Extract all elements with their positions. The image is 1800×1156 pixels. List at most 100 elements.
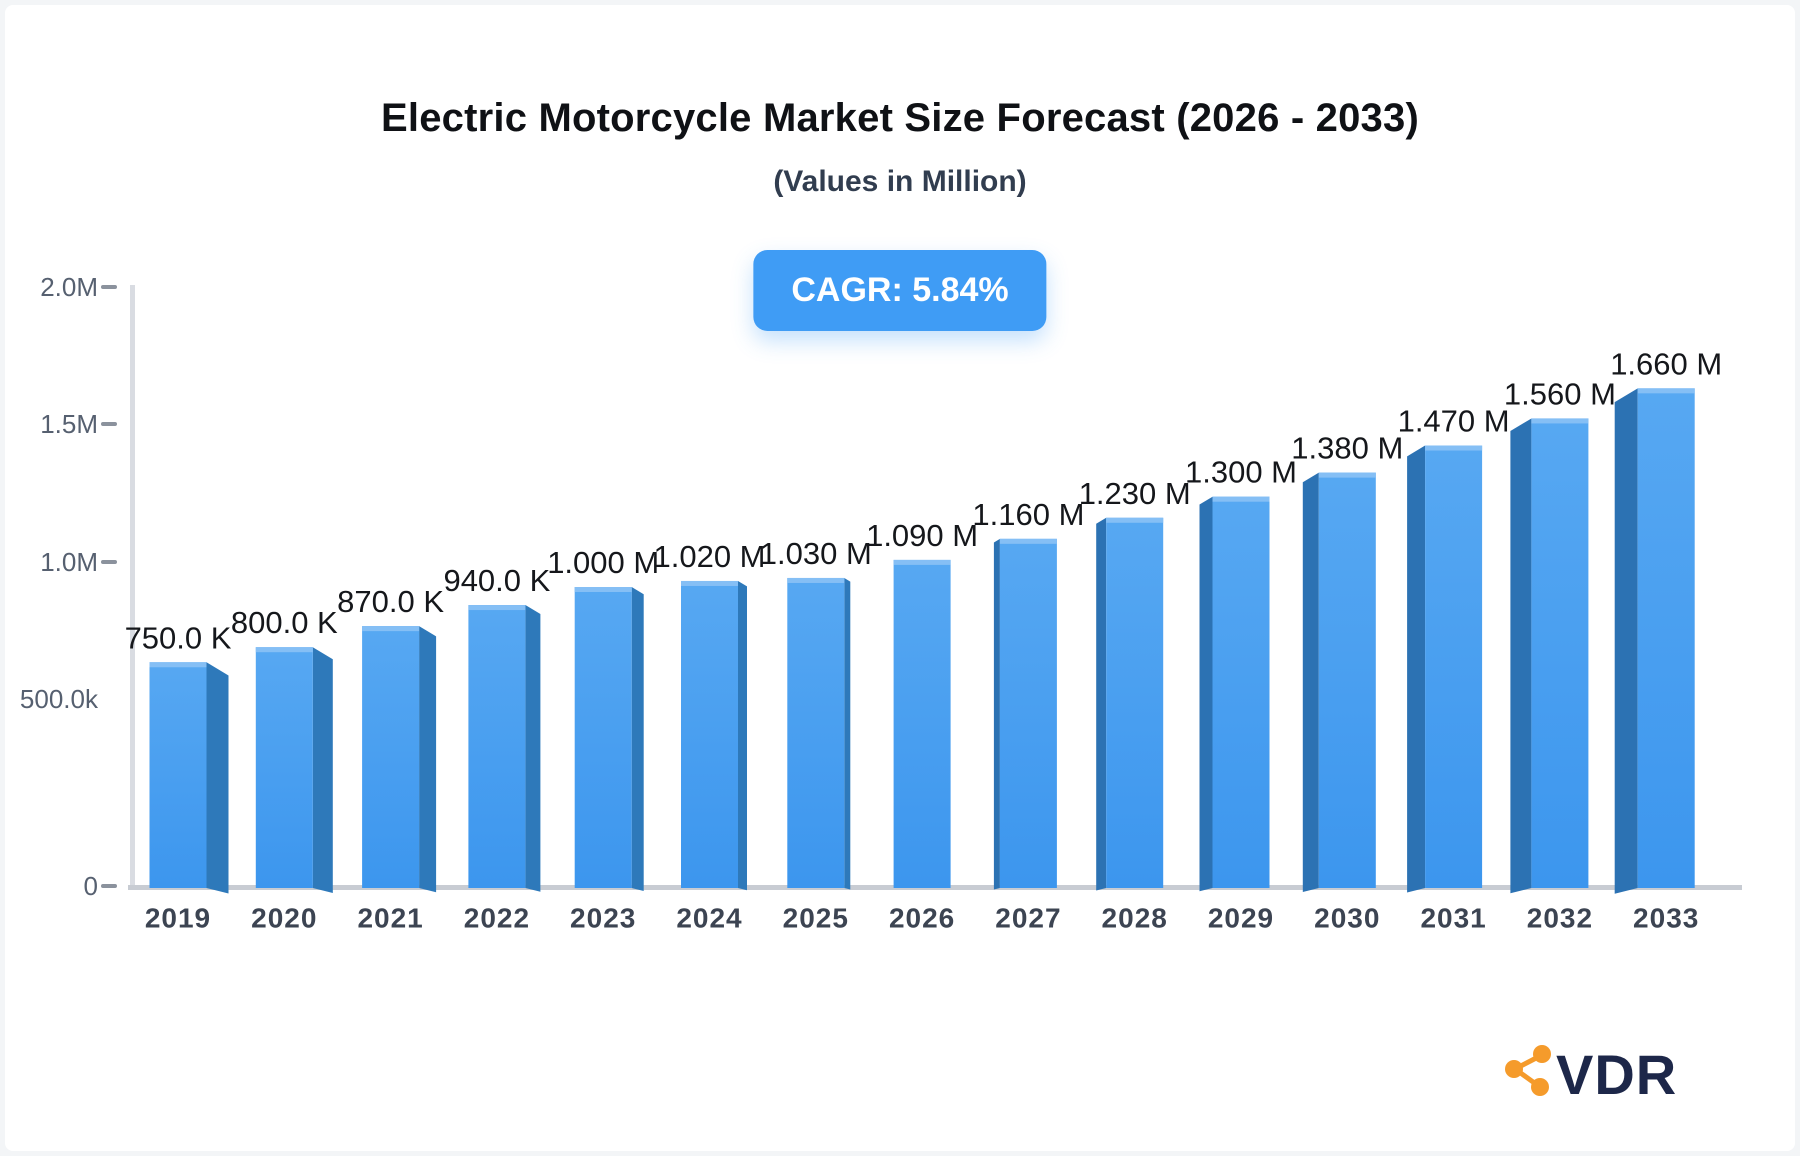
cagr-badge: CAGR: 5.84% [753, 250, 1047, 331]
x-tick-label: 2019 [145, 903, 211, 934]
bar-value-label: 1.160 M [972, 497, 1084, 532]
bar-value-label: 1.300 M [1185, 455, 1297, 490]
labels-group: 750.0 K 2019 800.0 K 2020 870.0 K 2021 940.0 K… [125, 346, 1723, 933]
bar-column-2028[interactable] [1096, 517, 1164, 891]
bar-column-2019[interactable] [149, 662, 229, 894]
bar-column-2030[interactable] [1302, 472, 1376, 892]
chart-title: Electric Motorcycle Market Size Forecast… [381, 96, 1419, 140]
bars-group [149, 388, 1695, 894]
bar-value-label: 870.0 K [337, 584, 444, 619]
bar-front-face[interactable] [1318, 472, 1376, 888]
y-tick-label: 2.0M [40, 272, 98, 302]
chart-subtitle: (Values in Million) [773, 165, 1027, 198]
bar-value-label: 1.090 M [866, 518, 978, 553]
bar-front-face[interactable] [149, 662, 207, 888]
bar-column-2023[interactable] [574, 587, 644, 891]
bar-front-face[interactable] [681, 580, 738, 888]
x-tick-label: 2028 [1102, 903, 1168, 934]
bar-front-face[interactable] [1637, 388, 1695, 888]
bar-front-face[interactable] [1531, 418, 1589, 888]
bar-front-face[interactable] [999, 538, 1057, 888]
bar-column-2025[interactable] [787, 577, 851, 890]
bar-top-highlight [1212, 496, 1270, 502]
bar-front-face[interactable] [893, 559, 951, 888]
y-tick-dash [101, 285, 117, 289]
bar-value-label: 750.0 K [125, 620, 232, 655]
y-tick-label: 1.0M [40, 547, 98, 577]
bar-side-face[interactable] [1407, 445, 1426, 893]
bar-column-2032[interactable] [1510, 418, 1589, 894]
bar-side-face[interactable] [206, 662, 229, 894]
y-tick-dash [101, 422, 117, 426]
bar-value-label: 1.000 M [547, 545, 659, 580]
bar-top-highlight [1425, 445, 1483, 451]
bar-side-face[interactable] [312, 647, 333, 893]
bar-side-face[interactable] [1302, 472, 1319, 892]
y-tick-label: 0 [84, 871, 98, 901]
x-tick-label: 2021 [357, 903, 423, 934]
y-tick-dash [101, 560, 117, 564]
bar-side-face[interactable] [1614, 388, 1638, 894]
bar-front-face[interactable] [1425, 445, 1483, 888]
bar-side-face[interactable] [993, 538, 1000, 890]
bar-value-label: 940.0 K [443, 563, 550, 598]
x-tick-label: 2020 [251, 903, 317, 934]
bar-top-highlight [1106, 517, 1164, 523]
x-tick-label: 2023 [570, 903, 636, 934]
bar-front-face[interactable] [574, 587, 632, 888]
bar-column-2029[interactable] [1199, 496, 1270, 892]
x-tick-label: 2026 [889, 903, 955, 934]
bar-column-2033[interactable] [1614, 388, 1695, 894]
bar-top-highlight [255, 647, 313, 653]
bar-top-highlight [1531, 418, 1589, 424]
bar-top-highlight [787, 577, 845, 583]
bar-column-2022[interactable] [468, 605, 541, 892]
bar-side-face[interactable] [419, 626, 437, 893]
x-tick-label: 2033 [1633, 903, 1699, 934]
y-tick-label: 500.0k [20, 684, 99, 714]
bar-value-label: 1.560 M [1504, 376, 1616, 411]
bar-value-label: 1.230 M [1079, 476, 1191, 511]
bar-top-highlight [893, 559, 951, 565]
bar-top-highlight [1318, 472, 1376, 478]
bar-side-face[interactable] [1199, 496, 1213, 892]
bar-column-2031[interactable] [1407, 445, 1483, 893]
x-tick-label: 2030 [1314, 903, 1380, 934]
y-tick-dash [101, 884, 117, 888]
bar-side-face[interactable] [1510, 418, 1532, 894]
bar-column-2021[interactable] [362, 626, 437, 893]
bar-front-face[interactable] [1212, 496, 1270, 888]
x-tick-label: 2032 [1527, 903, 1593, 934]
bar-side-face[interactable] [738, 580, 747, 891]
bar-top-highlight [468, 605, 526, 611]
bar-side-face[interactable] [631, 587, 644, 891]
bar-column-2024[interactable] [681, 580, 747, 891]
x-tick-label: 2029 [1208, 903, 1274, 934]
x-tick-label: 2024 [676, 903, 742, 934]
bar-side-face[interactable] [1096, 517, 1107, 891]
bar-top-highlight [999, 538, 1057, 544]
share-network-icon [1505, 1045, 1551, 1096]
bar-front-face[interactable] [787, 577, 845, 888]
bar-column-2026[interactable] [893, 559, 951, 888]
bar-front-face[interactable] [1106, 517, 1164, 888]
bar-side-face[interactable] [525, 605, 541, 892]
bar-side-face[interactable] [844, 577, 851, 890]
bar-top-highlight [681, 580, 738, 586]
bar-top-highlight [149, 662, 207, 668]
bar-front-face[interactable] [362, 626, 420, 888]
brand-logo: VDR [1498, 1038, 1738, 1118]
bar-value-label: 1.380 M [1291, 431, 1403, 466]
y-tick-label: 1.5M [40, 409, 98, 439]
bar-column-2027[interactable] [993, 538, 1057, 890]
bar-value-label: 1.470 M [1398, 404, 1510, 439]
bar-front-face[interactable] [255, 647, 313, 888]
x-tick-label: 2022 [464, 903, 530, 934]
bar-value-label: 1.030 M [760, 536, 872, 571]
bar-column-2020[interactable] [255, 647, 333, 893]
bar-front-face[interactable] [468, 605, 526, 888]
y-axis-line [130, 285, 135, 888]
bar-value-label: 1.660 M [1610, 346, 1722, 381]
x-tick-label: 2031 [1420, 903, 1486, 934]
